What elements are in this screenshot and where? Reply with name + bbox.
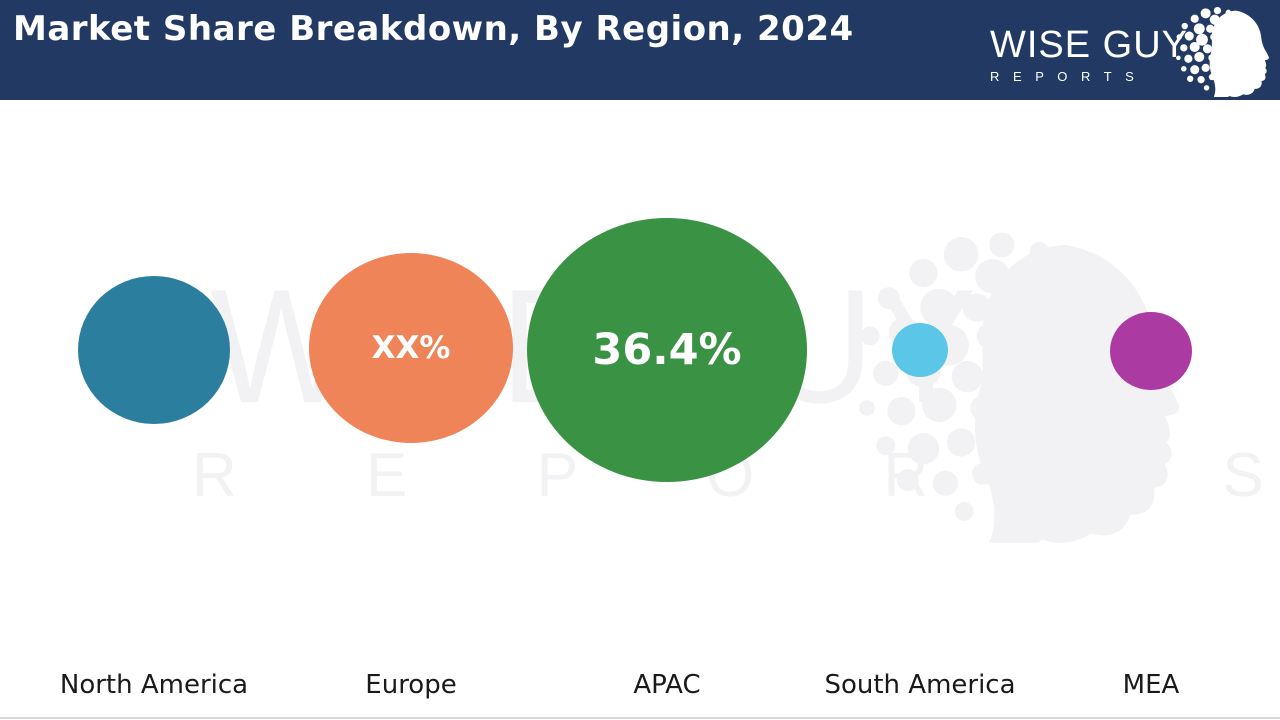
bubble-value-label-europe: XX%: [371, 330, 451, 366]
category-label-south-america: South America: [824, 670, 1016, 700]
bubble-south-america: [892, 323, 948, 377]
bubble-europe: XX%: [309, 253, 513, 443]
logo-wordmark: WISE GUY: [989, 24, 1188, 66]
category-label-north-america: North America: [59, 670, 249, 700]
brand-logo: WISE GUY R E P O R T S: [990, 4, 1272, 98]
brand-logo-text: WISE GUY R E P O R T S: [990, 26, 1188, 84]
page-title: Market Share Breakdown, By Region, 2024: [13, 9, 854, 49]
category-label-mea: MEA: [1122, 670, 1180, 700]
logo-subtitle: R E P O R T S: [989, 69, 1139, 84]
bubble-mea: [1110, 312, 1192, 390]
bubble-apac: 36.4%: [527, 218, 807, 482]
category-label-apac: APAC: [633, 670, 701, 700]
bubble-north-america: [78, 276, 230, 424]
bubble-value-label-apac: 36.4%: [592, 325, 742, 375]
header-bar: Market Share Breakdown, By Region, 2024 …: [0, 0, 1280, 100]
dotted-head-icon: [1172, 6, 1272, 97]
category-label-europe: Europe: [365, 670, 457, 700]
bottom-divider: [0, 717, 1280, 719]
